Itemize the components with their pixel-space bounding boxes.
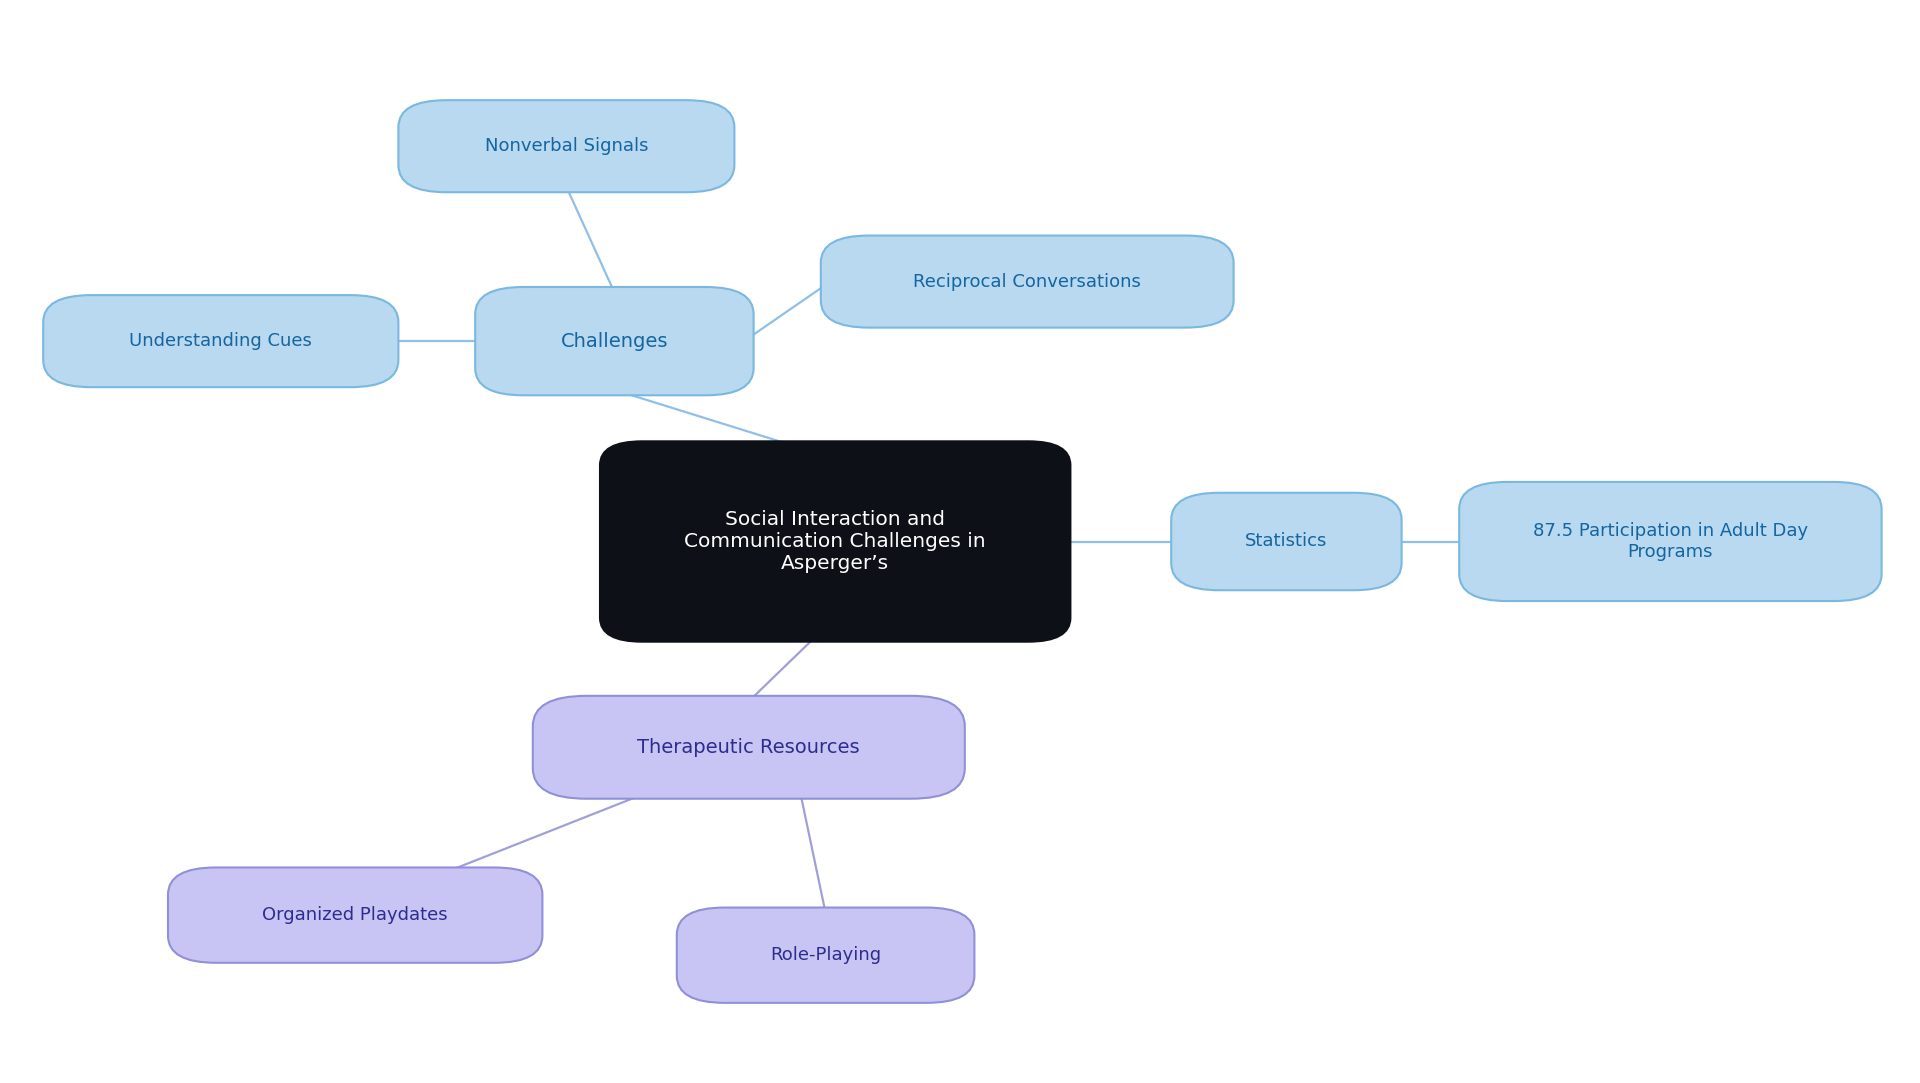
Text: Organized Playdates: Organized Playdates bbox=[263, 906, 447, 924]
FancyBboxPatch shape bbox=[476, 287, 753, 395]
FancyBboxPatch shape bbox=[822, 236, 1235, 327]
FancyBboxPatch shape bbox=[397, 101, 733, 193]
FancyBboxPatch shape bbox=[676, 908, 973, 1003]
FancyBboxPatch shape bbox=[1459, 482, 1882, 601]
FancyBboxPatch shape bbox=[169, 867, 541, 963]
Text: Understanding Cues: Understanding Cues bbox=[129, 332, 313, 350]
Text: Challenges: Challenges bbox=[561, 331, 668, 351]
Text: Therapeutic Resources: Therapeutic Resources bbox=[637, 738, 860, 757]
Text: 87.5 Participation in Adult Day
Programs: 87.5 Participation in Adult Day Programs bbox=[1532, 522, 1809, 561]
FancyBboxPatch shape bbox=[1171, 493, 1402, 590]
FancyBboxPatch shape bbox=[44, 295, 399, 387]
FancyBboxPatch shape bbox=[599, 442, 1071, 641]
Text: Statistics: Statistics bbox=[1246, 533, 1327, 550]
FancyBboxPatch shape bbox=[534, 695, 966, 799]
Text: Reciprocal Conversations: Reciprocal Conversations bbox=[914, 273, 1140, 290]
Text: Social Interaction and
Communication Challenges in
Asperger’s: Social Interaction and Communication Cha… bbox=[684, 510, 987, 573]
Text: Role-Playing: Role-Playing bbox=[770, 947, 881, 964]
Text: Nonverbal Signals: Nonverbal Signals bbox=[484, 138, 649, 155]
